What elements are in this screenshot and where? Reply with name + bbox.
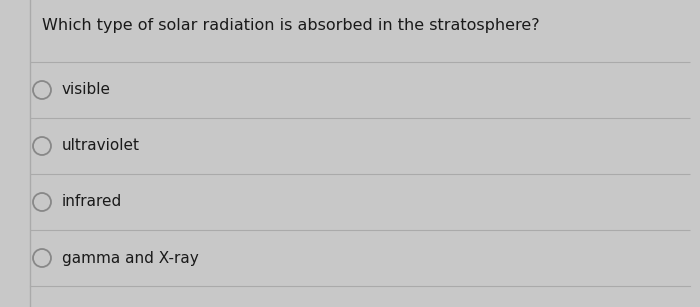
- Text: gamma and X-ray: gamma and X-ray: [62, 251, 199, 266]
- Text: infrared: infrared: [62, 195, 122, 209]
- Text: Which type of solar radiation is absorbed in the stratosphere?: Which type of solar radiation is absorbe…: [42, 18, 540, 33]
- Text: visible: visible: [62, 83, 111, 98]
- Text: ultraviolet: ultraviolet: [62, 138, 140, 154]
